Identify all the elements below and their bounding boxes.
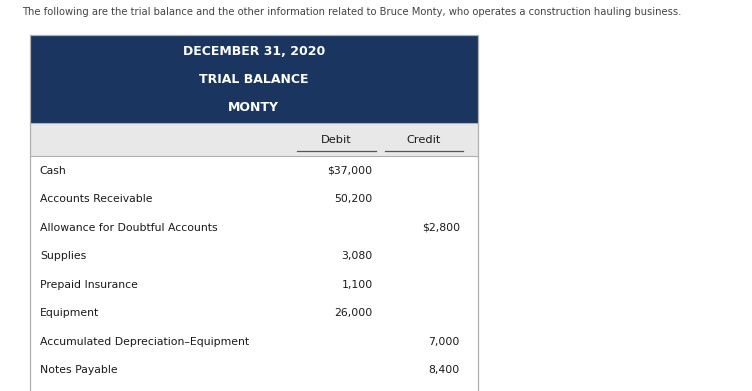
Bar [30, 123, 478, 156]
Bar [30, 242, 478, 271]
Bar [30, 213, 478, 242]
Text: 1,100: 1,100 [341, 280, 373, 290]
Text: Accumulated Depreciation–Equipment: Accumulated Depreciation–Equipment [40, 337, 249, 347]
Text: Supplies: Supplies [40, 251, 86, 261]
Bar [30, 271, 478, 299]
Bar [30, 156, 478, 185]
Text: 50,200: 50,200 [335, 194, 373, 204]
Text: Allowance for Doubtful Accounts: Allowance for Doubtful Accounts [40, 223, 217, 233]
Text: DECEMBER 31, 2020: DECEMBER 31, 2020 [183, 45, 325, 57]
Text: Equipment: Equipment [40, 308, 99, 318]
Text: 26,000: 26,000 [335, 308, 373, 318]
Bar [30, 35, 478, 391]
Text: $2,800: $2,800 [422, 223, 460, 233]
Text: $37,000: $37,000 [328, 166, 373, 176]
Text: Cash: Cash [40, 166, 67, 176]
Text: MONTY: MONTY [229, 101, 279, 114]
Bar [30, 185, 478, 213]
Text: The following are the trial balance and the other information related to Bruce M: The following are the trial balance and … [23, 7, 682, 17]
Text: 3,080: 3,080 [341, 251, 373, 261]
Text: Notes Payable: Notes Payable [40, 366, 117, 375]
Text: Prepaid Insurance: Prepaid Insurance [40, 280, 138, 290]
Bar [30, 356, 478, 385]
Bar [30, 299, 478, 328]
Text: 8,400: 8,400 [429, 366, 460, 375]
Text: Debit: Debit [321, 135, 352, 145]
Text: Credit: Credit [407, 135, 441, 145]
Text: Accounts Receivable: Accounts Receivable [40, 194, 153, 204]
Text: TRIAL BALANCE: TRIAL BALANCE [199, 73, 308, 86]
Bar [30, 385, 478, 391]
Text: 7,000: 7,000 [429, 337, 460, 347]
Bar [30, 35, 478, 123]
Bar [30, 328, 478, 356]
